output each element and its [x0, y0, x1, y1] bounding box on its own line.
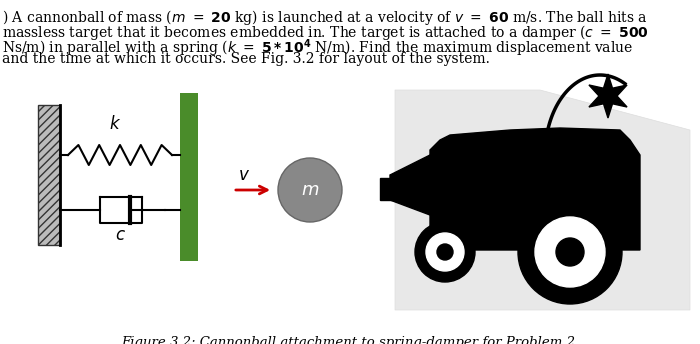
Circle shape	[415, 222, 475, 282]
Text: $m$: $m$	[301, 181, 319, 199]
Circle shape	[278, 158, 342, 222]
Bar	[380, 178, 445, 200]
Circle shape	[426, 233, 464, 271]
Text: massless target that it becomes embedded in. The target is attached to a damper : massless target that it becomes embedded…	[2, 22, 649, 42]
Circle shape	[556, 238, 584, 266]
Polygon shape	[430, 128, 640, 250]
Text: $\mathit{v}$: $\mathit{v}$	[238, 167, 250, 184]
Circle shape	[437, 244, 453, 260]
Text: $k$: $k$	[109, 115, 121, 133]
Text: and the time at which it occurs. See Fig. 3.2 for layout of the system.: and the time at which it occurs. See Fig…	[2, 52, 490, 65]
Text: Ns/m) in parallel with a spring ($\mathit{k}\ =\ \mathbf{5 * 10^4}$ N/m). Find t: Ns/m) in parallel with a spring ($\mathi…	[2, 37, 633, 58]
Polygon shape	[589, 74, 627, 118]
Bar	[38, 105, 60, 245]
Circle shape	[535, 217, 605, 287]
Circle shape	[518, 200, 622, 304]
Text: Figure 3.2: Cannonball attachment to spring-damper for Problem 2.: Figure 3.2: Cannonball attachment to spr…	[121, 336, 579, 344]
Text: $c$: $c$	[115, 227, 125, 244]
Polygon shape	[395, 90, 690, 310]
Bar	[180, 93, 198, 261]
Polygon shape	[390, 150, 450, 215]
Text: ) A cannonball of mass ($\mathit{m}\ =\ \mathbf{20}$ kg) is launched at a veloci: ) A cannonball of mass ($\mathit{m}\ =\ …	[2, 8, 648, 27]
